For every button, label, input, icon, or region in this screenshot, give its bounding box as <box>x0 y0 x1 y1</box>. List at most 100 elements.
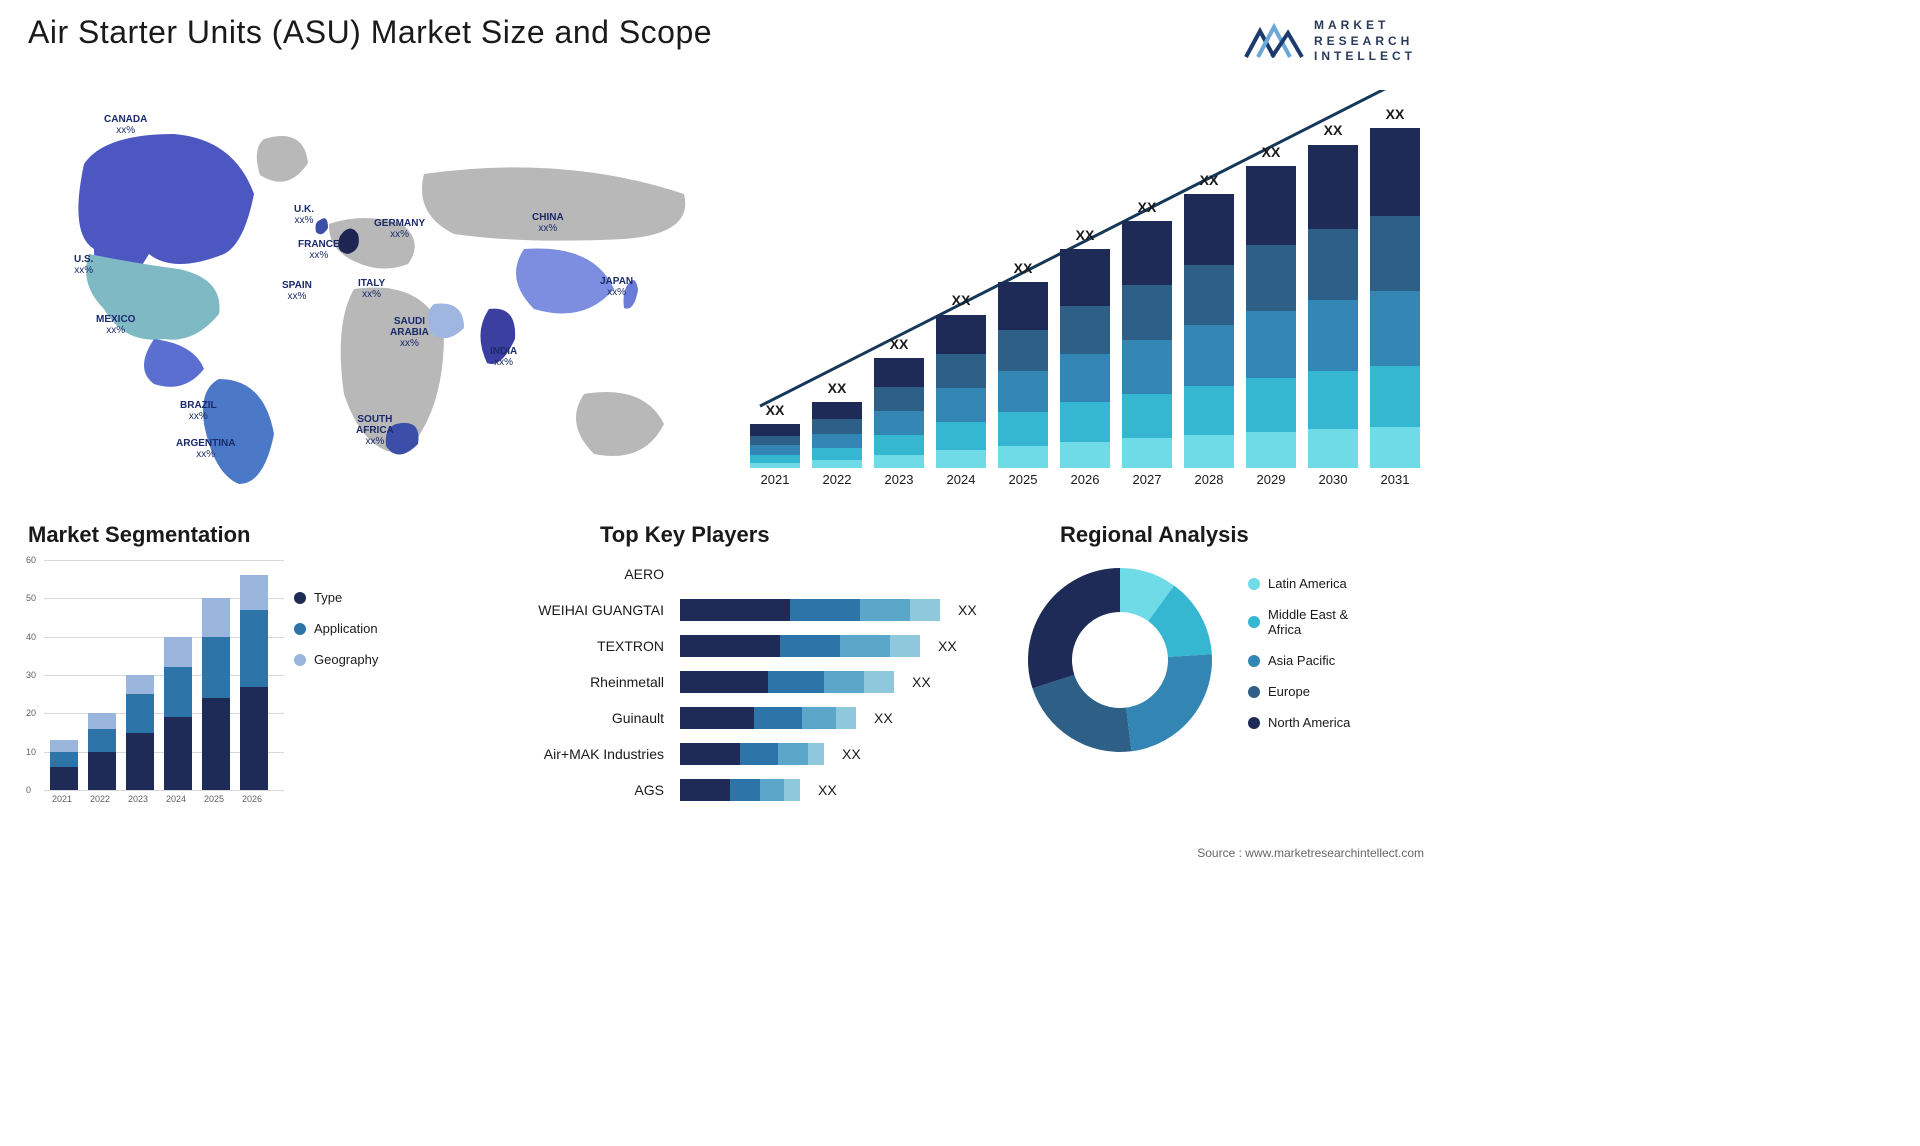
growth-bar-label: XX <box>750 402 800 418</box>
growth-bar-year: 2021 <box>750 472 800 487</box>
logo-line1: MARKET <box>1314 18 1416 34</box>
seg-xtick: 2024 <box>166 794 186 804</box>
player-value: XX <box>818 782 837 798</box>
map-label: ITALYxx% <box>358 278 385 300</box>
seg-xtick: 2021 <box>52 794 72 804</box>
growth-bar-year: 2030 <box>1308 472 1358 487</box>
region-legend-item: Latin America <box>1248 576 1350 591</box>
growth-bar-year: 2023 <box>874 472 924 487</box>
growth-bar-label: XX <box>1370 106 1420 122</box>
segmentation-chart: 0102030405060 202120222023202420252026 <box>26 558 276 818</box>
player-row: Guinault XX <box>490 700 990 736</box>
growth-bar-year: 2028 <box>1184 472 1234 487</box>
seg-bar <box>164 637 192 790</box>
map-label: BRAZILxx% <box>180 400 217 422</box>
growth-bar-label: XX <box>1122 199 1172 215</box>
player-bar <box>680 743 824 765</box>
map-label: GERMANYxx% <box>374 218 425 240</box>
growth-bar: XX2027 <box>1122 221 1172 468</box>
seg-ytick: 30 <box>26 670 36 680</box>
region-legend-item: Asia Pacific <box>1248 653 1350 668</box>
growth-bar-year: 2025 <box>998 472 1048 487</box>
growth-bar: XX2026 <box>1060 249 1110 468</box>
player-row: AGSXX <box>490 772 990 808</box>
seg-bar <box>88 713 116 790</box>
growth-bar-label: XX <box>874 336 924 352</box>
growth-bar: XX2030 <box>1308 145 1358 469</box>
player-value: XX <box>842 746 861 762</box>
seg-xtick: 2023 <box>128 794 148 804</box>
region-legend-item: Middle East &Africa <box>1248 607 1350 637</box>
growth-bar-label: XX <box>812 380 862 396</box>
growth-bar: XX2021 <box>750 424 800 468</box>
growth-bar-year: 2022 <box>812 472 862 487</box>
seg-xtick: 2022 <box>90 794 110 804</box>
map-label: U.K.xx% <box>294 204 314 226</box>
map-label: JAPANxx% <box>600 276 633 298</box>
growth-bar: XX2024 <box>936 315 986 469</box>
seg-bar <box>126 675 154 790</box>
player-row: AERO <box>490 556 990 592</box>
donut-slice <box>1028 568 1120 688</box>
player-name: TEXTRON <box>490 638 670 654</box>
growth-bar-year: 2024 <box>936 472 986 487</box>
logo-line3: INTELLECT <box>1314 49 1416 65</box>
player-row: Air+MAK Industries XX <box>490 736 990 772</box>
seg-xtick: 2026 <box>242 794 262 804</box>
regional-legend: Latin America Middle East &Africa Asia Pac… <box>1248 576 1350 746</box>
player-bar <box>680 635 920 657</box>
seg-ytick: 50 <box>26 593 36 603</box>
map-label: U.S.xx% <box>74 254 93 276</box>
growth-bar: XX2022 <box>812 402 862 468</box>
growth-bar: XX2025 <box>998 282 1048 468</box>
player-value: XX <box>958 602 977 618</box>
regional-donut <box>1020 560 1220 760</box>
logo-line2: RESEARCH <box>1314 34 1416 50</box>
map-label: FRANCExx% <box>298 239 340 261</box>
growth-bar-year: 2026 <box>1060 472 1110 487</box>
players-chart: AEROWEIHAI GUANGTAIXXTEXTRONXXRheinmetal… <box>490 556 990 808</box>
player-row: TEXTRON XX <box>490 628 990 664</box>
seg-ytick: 20 <box>26 708 36 718</box>
growth-bar-label: XX <box>1060 227 1110 243</box>
map-label: SPAINxx% <box>282 280 312 302</box>
map-label: CHINAxx% <box>532 212 564 234</box>
player-bar <box>680 671 894 693</box>
seg-legend-item: Application <box>294 621 378 636</box>
player-value: XX <box>874 710 893 726</box>
brand-logo: MARKET RESEARCH INTELLECT <box>1244 18 1416 65</box>
growth-chart: XX2021XX2022XX2023XX2024XX2025XX2026XX20… <box>750 90 1430 490</box>
map-label: MEXICOxx% <box>96 314 135 336</box>
world-map: CANADAxx%U.S.xx%MEXICOxx%BRAZILxx%ARGENT… <box>24 84 724 484</box>
map-label: ARGENTINAxx% <box>176 438 235 460</box>
player-name: WEIHAI GUANGTAI <box>490 602 670 618</box>
growth-bar-label: XX <box>1246 144 1296 160</box>
seg-ytick: 10 <box>26 747 36 757</box>
seg-legend-item: Type <box>294 590 378 605</box>
growth-bar-label: XX <box>936 292 986 308</box>
player-value: XX <box>912 674 931 690</box>
growth-bar: XX2031 <box>1370 128 1420 468</box>
growth-bar: XX2023 <box>874 358 924 468</box>
growth-bar-label: XX <box>1184 172 1234 188</box>
growth-bar-year: 2027 <box>1122 472 1172 487</box>
seg-ytick: 60 <box>26 555 36 565</box>
player-value: XX <box>938 638 957 654</box>
seg-ytick: 0 <box>26 785 31 795</box>
player-name: Air+MAK Industries <box>490 746 670 762</box>
segmentation-legend: Type Application Geography <box>294 590 378 683</box>
player-row: WEIHAI GUANGTAI XX <box>490 592 990 628</box>
map-label: SOUTHAFRICAxx% <box>356 414 394 447</box>
growth-bar-label: XX <box>998 260 1048 276</box>
region-legend-item: North America <box>1248 715 1350 730</box>
source-attribution: Source : www.marketresearchintellect.com <box>1197 846 1424 860</box>
growth-bar-year: 2031 <box>1370 472 1420 487</box>
player-row: RheinmetallXX <box>490 664 990 700</box>
player-name: Guinault <box>490 710 670 726</box>
growth-bar: XX2028 <box>1184 194 1234 468</box>
player-bar <box>680 707 856 729</box>
regional-title: Regional Analysis <box>1060 522 1249 548</box>
donut-slice <box>1126 654 1212 751</box>
page-title: Air Starter Units (ASU) Market Size and … <box>28 14 712 51</box>
seg-legend-item: Geography <box>294 652 378 667</box>
